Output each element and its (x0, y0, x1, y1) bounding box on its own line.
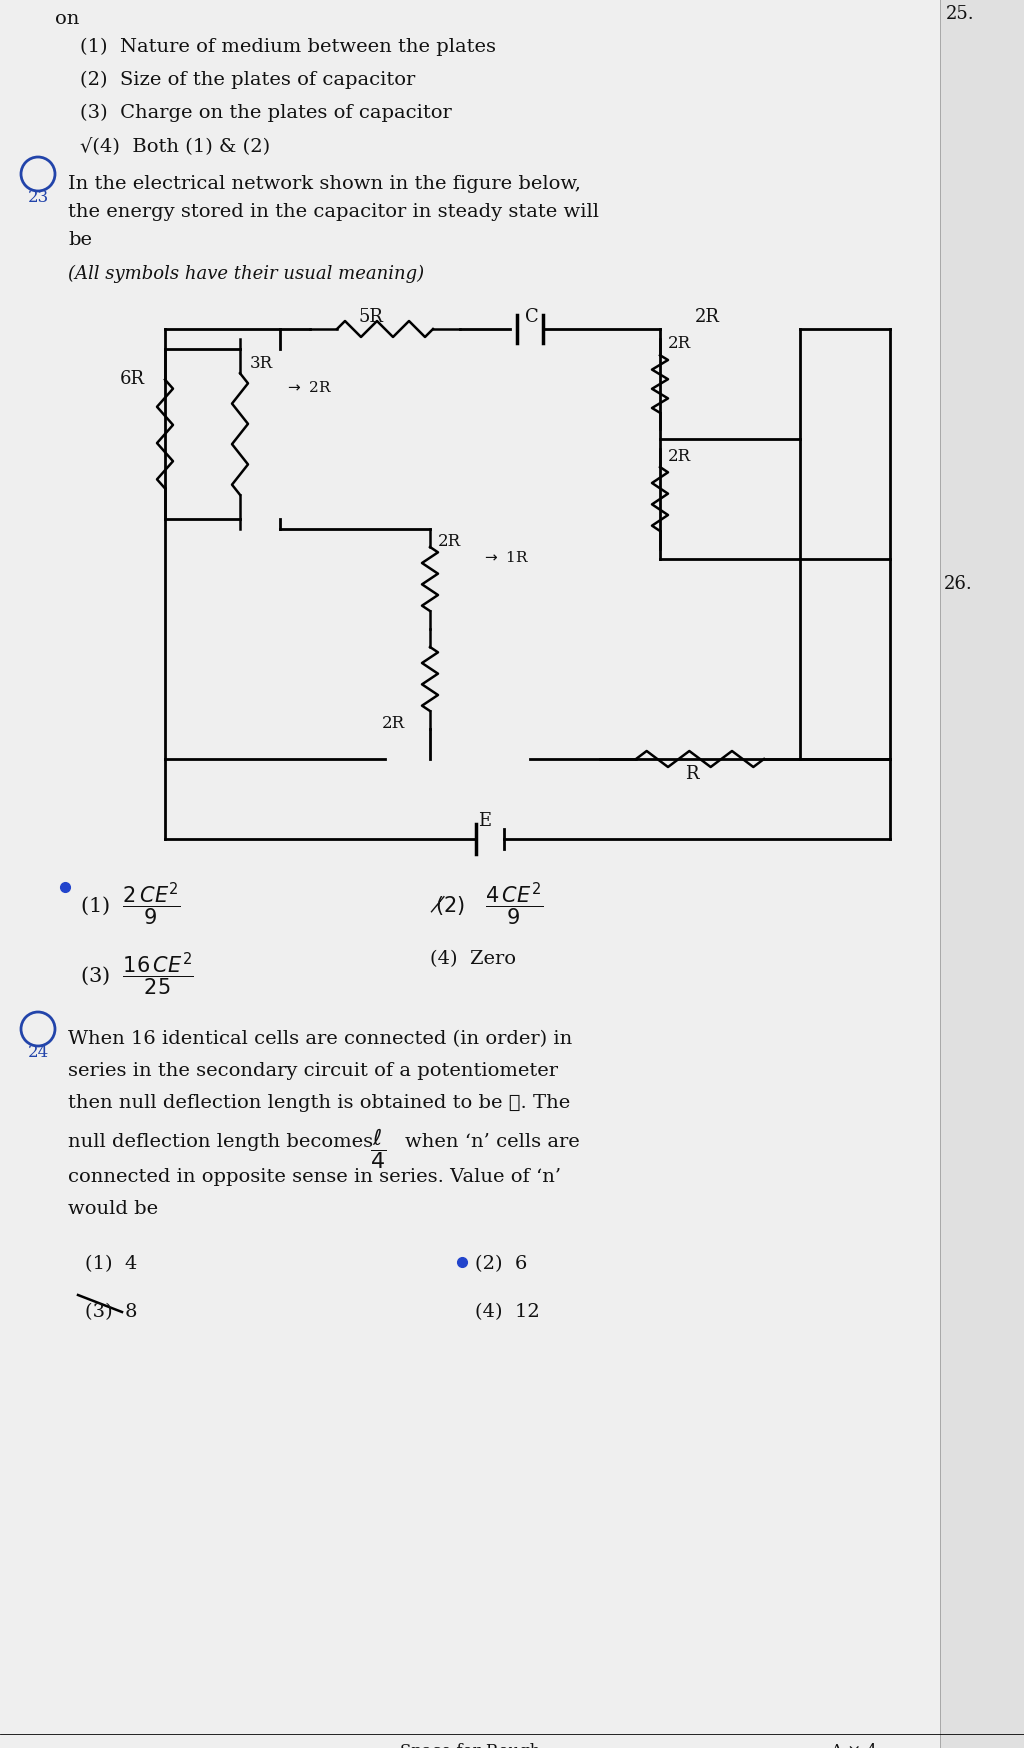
Text: (1)  4: (1) 4 (85, 1255, 137, 1273)
Text: (3)  Charge on the plates of capacitor: (3) Charge on the plates of capacitor (80, 103, 452, 122)
Text: 23: 23 (28, 189, 48, 206)
Text: 25.: 25. (946, 5, 974, 23)
Text: Space for Rough: Space for Rough (399, 1743, 541, 1748)
Text: 26.: 26. (944, 575, 973, 593)
Text: (4)  12: (4) 12 (475, 1302, 540, 1320)
Text: (All symbols have their usual meaning): (All symbols have their usual meaning) (68, 266, 424, 283)
Text: $\dfrac{\ell}{4}$: $\dfrac{\ell}{4}$ (370, 1126, 386, 1169)
Text: (3)  8: (3) 8 (85, 1302, 137, 1320)
Text: 2R: 2R (695, 308, 720, 325)
Text: would be: would be (68, 1199, 158, 1217)
Text: 2R: 2R (382, 715, 406, 732)
Text: (3)  $\dfrac{16\,CE^2}{25}$: (3) $\dfrac{16\,CE^2}{25}$ (80, 949, 194, 996)
Text: In the electrical network shown in the figure below,: In the electrical network shown in the f… (68, 175, 581, 192)
Text: (2)  Size of the plates of capacitor: (2) Size of the plates of capacitor (80, 72, 416, 89)
Text: $\not\!\!\!(2)\quad\dfrac{4\,CE^2}{9}$: $\not\!\!\!(2)\quad\dfrac{4\,CE^2}{9}$ (430, 879, 543, 926)
Text: (1)  $\dfrac{2\,CE^2}{9}$: (1) $\dfrac{2\,CE^2}{9}$ (80, 879, 180, 926)
Text: then null deflection length is obtained to be ℓ. The: then null deflection length is obtained … (68, 1094, 570, 1112)
Text: $\rightarrow$ 2R: $\rightarrow$ 2R (285, 379, 332, 395)
Text: A × 4: A × 4 (830, 1743, 877, 1748)
Text: 6R: 6R (120, 371, 145, 388)
Text: the energy stored in the capacitor in steady state will: the energy stored in the capacitor in st… (68, 203, 599, 220)
Text: 2R: 2R (668, 447, 691, 465)
Text: C: C (525, 308, 539, 325)
Text: null deflection length becomes: null deflection length becomes (68, 1133, 373, 1150)
Bar (940, 0, 1024, 1748)
Text: 5R: 5R (358, 308, 383, 325)
Text: when ‘n’ cells are: when ‘n’ cells are (406, 1133, 580, 1150)
Text: (4)  Zero: (4) Zero (430, 949, 516, 967)
Text: 2R: 2R (668, 336, 691, 351)
Text: √(4)  Both (1) & (2): √(4) Both (1) & (2) (80, 136, 270, 156)
Text: R: R (685, 764, 698, 783)
Text: E: E (478, 811, 492, 830)
Text: series in the secondary circuit of a potentiometer: series in the secondary circuit of a pot… (68, 1061, 558, 1079)
Text: be: be (68, 231, 92, 248)
Text: 24: 24 (28, 1044, 48, 1061)
Text: When 16 identical cells are connected (in order) in: When 16 identical cells are connected (i… (68, 1030, 572, 1047)
Text: (1)  Nature of medium between the plates: (1) Nature of medium between the plates (80, 38, 496, 56)
Text: $\rightarrow$ 1R: $\rightarrow$ 1R (482, 549, 529, 565)
Text: on: on (55, 10, 80, 28)
Text: connected in opposite sense in series. Value of ‘n’: connected in opposite sense in series. V… (68, 1168, 561, 1185)
Text: 2R: 2R (438, 533, 461, 549)
Text: 3R: 3R (250, 355, 273, 372)
Text: (2)  6: (2) 6 (475, 1255, 527, 1273)
